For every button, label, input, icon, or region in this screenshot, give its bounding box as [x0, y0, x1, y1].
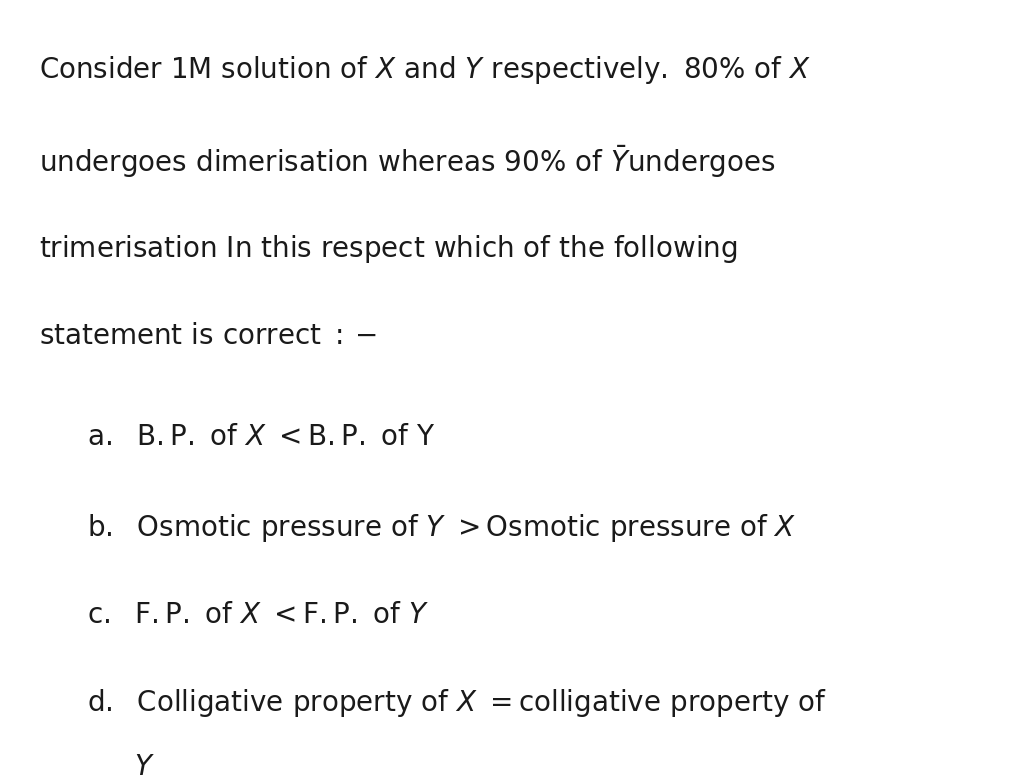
Text: $\mathrm{c.\ \ F.P.\ of\ }X\mathrm{\ < F.P.\ of\ }Y$: $\mathrm{c.\ \ F.P.\ of\ }X\mathrm{\ < F…: [87, 601, 429, 629]
Text: $\mathrm{d.\ \ Colligative\ property\ of\ }X\mathrm{\ = colligative\ property\ o: $\mathrm{d.\ \ Colligative\ property\ of…: [87, 687, 827, 719]
Text: $\mathrm{b.\ \ Osmotic\ pressure\ of\ }Y\mathrm{\ > Osmotic\ pressure\ of\ }X$: $\mathrm{b.\ \ Osmotic\ pressure\ of\ }Y…: [87, 512, 797, 544]
Text: $\mathrm{trimerisation\ In\ this\ respect\ which\ of\ the\ following}$: $\mathrm{trimerisation\ In\ this\ respec…: [39, 233, 737, 265]
Text: $Y$: $Y$: [134, 753, 155, 776]
Text: $\mathrm{a.\ \ B.P.\ of\ }X\mathrm{\ < B.P.\ of\ Y}$: $\mathrm{a.\ \ B.P.\ of\ }X\mathrm{\ < B…: [87, 423, 435, 451]
Text: $\mathrm{Consider\ 1M\ solution\ of\ } X \mathrm{\ and\ } Y \mathrm{\ respective: $\mathrm{Consider\ 1M\ solution\ of\ } X…: [39, 54, 811, 86]
Text: $\mathrm{undergoes\ dimerisation\ whereas\ 90\%\ of\ }\bar{Y}\mathrm{undergoes}$: $\mathrm{undergoes\ dimerisation\ wherea…: [39, 144, 775, 180]
Text: $\mathrm{statement\ is\ correct\ :-}$: $\mathrm{statement\ is\ correct\ :-}$: [39, 322, 377, 350]
